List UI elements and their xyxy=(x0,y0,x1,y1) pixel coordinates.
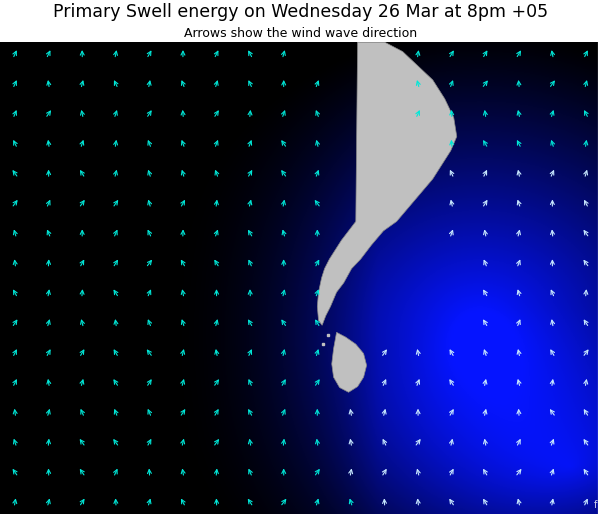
Polygon shape xyxy=(317,42,457,325)
Text: Arrows show the wind wave direction: Arrows show the wind wave direction xyxy=(184,27,417,40)
Polygon shape xyxy=(332,333,367,392)
Text: Primary Swell energy on Wednesday 26 Mar at 8pm +05: Primary Swell energy on Wednesday 26 Mar… xyxy=(53,3,548,21)
Text: f: f xyxy=(593,500,597,510)
